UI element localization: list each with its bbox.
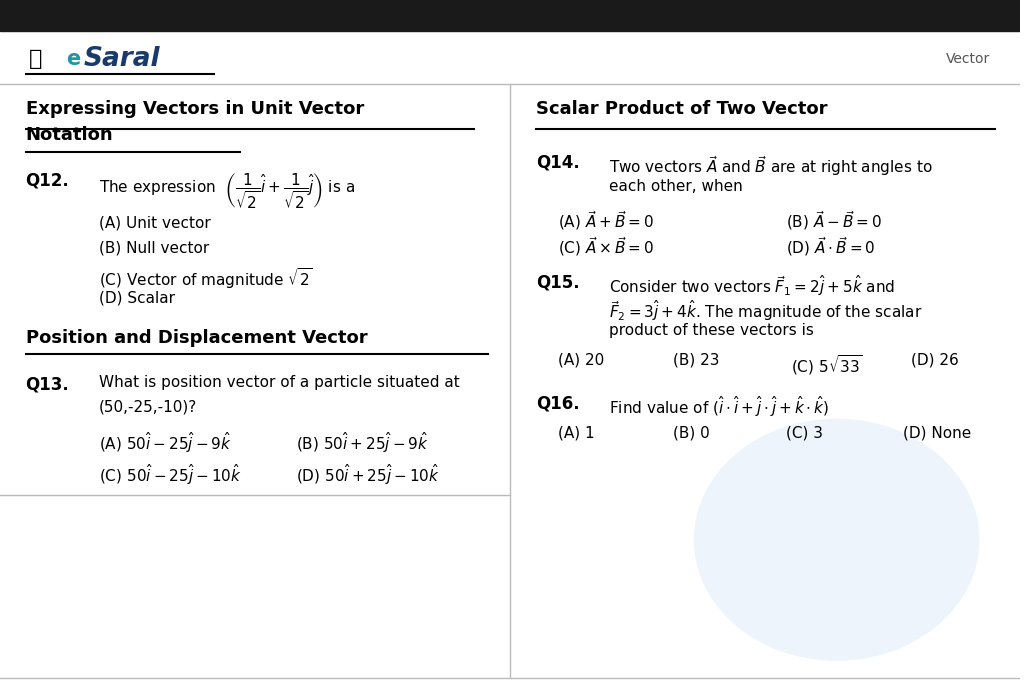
Text: (C) 3: (C) 3 (785, 426, 822, 441)
Text: Q15.: Q15. (536, 273, 580, 291)
Text: (D) $\vec{A}\cdot\vec{B}=0$: (D) $\vec{A}\cdot\vec{B}=0$ (785, 235, 876, 258)
Text: Scalar Product of Two Vector: Scalar Product of Two Vector (536, 100, 827, 118)
Text: Saral: Saral (84, 46, 160, 72)
Text: (C) $5\sqrt{33}$: (C) $5\sqrt{33}$ (791, 353, 862, 377)
Text: Q16.: Q16. (536, 394, 580, 412)
Text: Notation: Notation (26, 126, 113, 144)
Text: (D) Scalar: (D) Scalar (99, 291, 175, 306)
Text: (B) 23: (B) 23 (674, 353, 720, 368)
Text: 🌀: 🌀 (29, 49, 42, 69)
Text: Two vectors $\vec{A}$ and $\vec{B}$ are at right angles to: Two vectors $\vec{A}$ and $\vec{B}$ are … (609, 154, 933, 178)
Text: (A) Unit vector: (A) Unit vector (99, 216, 211, 231)
Text: (A) $\vec{A}+\vec{B}=0$: (A) $\vec{A}+\vec{B}=0$ (558, 209, 654, 232)
Text: The expression  $\left(\dfrac{1}{\sqrt{2}}\hat{i}+\dfrac{1}{\sqrt{2}}\hat{j}\rig: The expression $\left(\dfrac{1}{\sqrt{2}… (99, 172, 355, 210)
Text: Consider two vectors $\vec{F}_1=2\hat{j}+5\hat{k}$ and: Consider two vectors $\vec{F}_1=2\hat{j}… (609, 273, 895, 298)
Ellipse shape (694, 419, 980, 661)
Text: (B) Null vector: (B) Null vector (99, 240, 209, 255)
Text: (D) 26: (D) 26 (911, 353, 958, 368)
Text: $\vec{F}_2=3\hat{j}+4\hat{k}$. The magnitude of the scalar: $\vec{F}_2=3\hat{j}+4\hat{k}$. The magni… (609, 298, 923, 323)
Text: product of these vectors is: product of these vectors is (609, 323, 814, 338)
Text: each other, when: each other, when (609, 179, 742, 194)
Text: (B) $\vec{A}-\vec{B}=0$: (B) $\vec{A}-\vec{B}=0$ (785, 209, 882, 232)
Text: (B) 0: (B) 0 (674, 426, 710, 441)
Text: Q13.: Q13. (26, 375, 70, 393)
Bar (0, 0, 1020, 31)
Text: Q12.: Q12. (26, 172, 70, 190)
Text: (C) $50\hat{i}-25\hat{j}-10\hat{k}$: (C) $50\hat{i}-25\hat{j}-10\hat{k}$ (99, 462, 242, 487)
Text: (D) $50\hat{i}+25\hat{j}-10\hat{k}$: (D) $50\hat{i}+25\hat{j}-10\hat{k}$ (296, 462, 440, 487)
Text: Vector: Vector (945, 52, 989, 66)
Text: (A) $50\hat{i}-25\hat{j}-9\hat{k}$: (A) $50\hat{i}-25\hat{j}-9\hat{k}$ (99, 430, 231, 455)
Text: e: e (67, 49, 81, 69)
Text: (C) Vector of magnitude $\sqrt{2}$: (C) Vector of magnitude $\sqrt{2}$ (99, 266, 312, 291)
Text: (C) $\vec{A}\times\vec{B}=0$: (C) $\vec{A}\times\vec{B}=0$ (558, 235, 654, 258)
Text: Find value of $(\hat{i}\cdot\hat{i}+\hat{j}\cdot\hat{j}+\hat{k}\cdot\hat{k})$: Find value of $(\hat{i}\cdot\hat{i}+\hat… (609, 394, 829, 419)
Text: Q14.: Q14. (536, 154, 580, 172)
Text: (A) 20: (A) 20 (558, 353, 604, 368)
Text: (B) $50\hat{i}+25\hat{j}-9\hat{k}$: (B) $50\hat{i}+25\hat{j}-9\hat{k}$ (296, 430, 429, 455)
Text: What is position vector of a particle situated at: What is position vector of a particle si… (99, 375, 460, 390)
Text: (50,-25,-10)?: (50,-25,-10)? (99, 400, 198, 415)
Text: Expressing Vectors in Unit Vector: Expressing Vectors in Unit Vector (26, 100, 364, 118)
Text: (D) None: (D) None (903, 426, 971, 441)
Text: (A) 1: (A) 1 (558, 426, 595, 441)
Text: Position and Displacement Vector: Position and Displacement Vector (26, 329, 368, 347)
